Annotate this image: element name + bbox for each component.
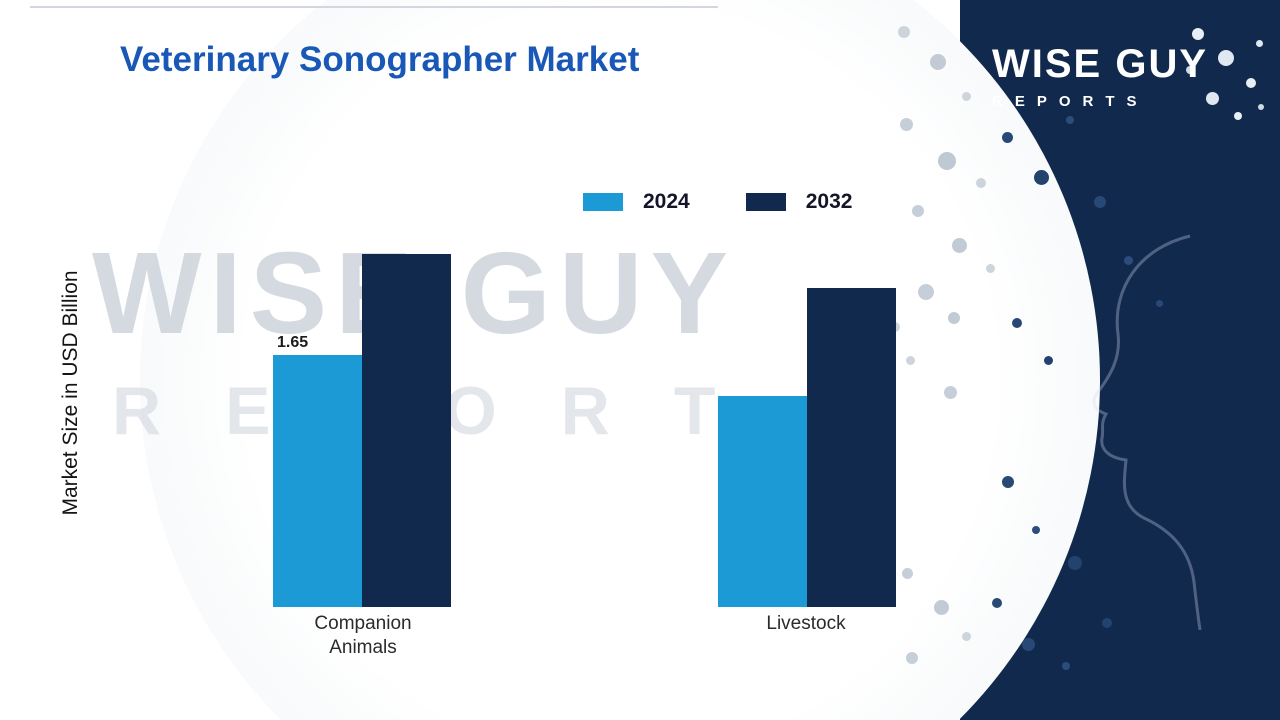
- bar-2032-companion-animals: [362, 254, 451, 607]
- legend-label-2032: 2032: [805, 190, 853, 213]
- logo-subtitle: REPORTS: [992, 93, 1149, 110]
- category-label-livestock: Livestock: [766, 613, 846, 634]
- page-title: Veterinary Sonographer Market: [120, 40, 640, 79]
- bar-2032-livestock: [807, 288, 896, 607]
- bar-2024-companion-animals: [273, 355, 362, 607]
- legend-item-2024: 2024: [583, 190, 690, 214]
- logo: WISE GUY REPORTS: [992, 42, 1208, 110]
- category-label-companion-animals: Companion Animals: [314, 613, 412, 658]
- legend-swatch-2032: [745, 193, 786, 211]
- bar-value-label: 1.65: [277, 334, 309, 351]
- top-divider: [30, 6, 718, 8]
- legend: 2024 2032: [583, 190, 852, 214]
- face-profile-icon: [1092, 234, 1202, 630]
- legend-item-2032: 2032: [745, 190, 853, 214]
- bar-2024-livestock: [718, 396, 807, 607]
- logo-wordmark: WISE GUY: [992, 42, 1209, 86]
- legend-swatch-2024: [583, 193, 623, 211]
- legend-label-2024: 2024: [643, 190, 690, 213]
